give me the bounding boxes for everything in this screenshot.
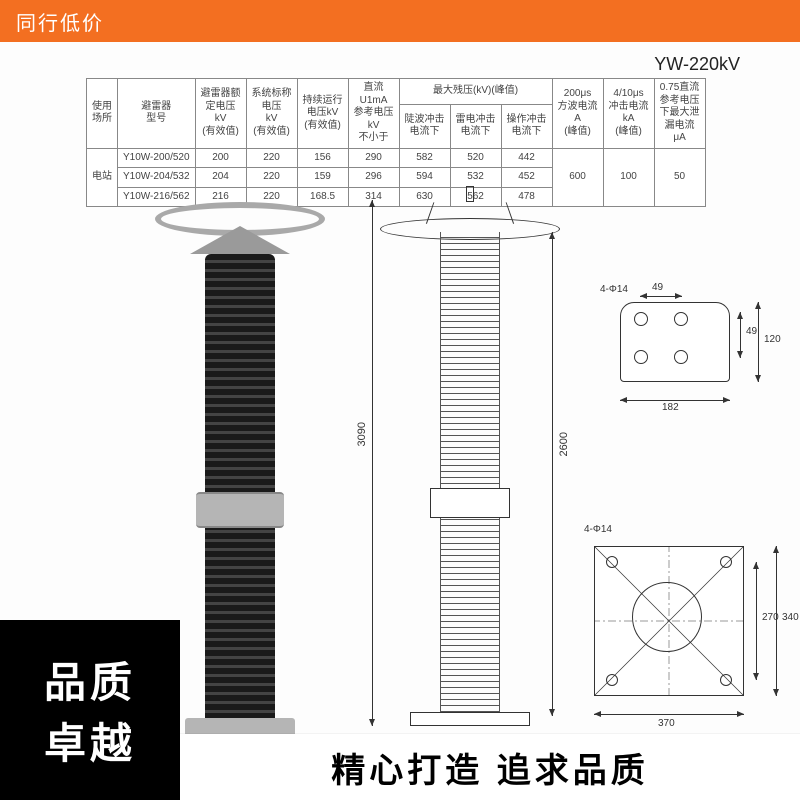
cell: 442: [501, 148, 552, 168]
cell: 532: [450, 168, 501, 188]
col-header: 最大残压(kV)(峰值): [399, 79, 552, 105]
banner-text: 同行低价: [16, 7, 104, 36]
table-row: 电站Y10W-200/52020022015629058252044260010…: [87, 148, 706, 168]
cell: 452: [501, 168, 552, 188]
col-header: 系统标称电压kV(有效值): [246, 79, 297, 149]
dim-top-height: 120: [764, 334, 781, 345]
model-label: YW-220kV: [654, 54, 740, 75]
cell: 220: [246, 168, 297, 188]
sub-col-header: 陡波冲击电流下: [399, 105, 450, 148]
col-header: 避雷器型号: [118, 79, 196, 149]
sub-col-header: 雷电冲击电流下: [450, 105, 501, 148]
quality-overlay: 品质 卓越: [0, 620, 180, 800]
quality-line1: 品质: [44, 649, 136, 710]
top-banner: 同行低价: [0, 0, 800, 42]
shed-stack: [205, 254, 275, 724]
dim-insulator-label: 2600: [558, 432, 570, 456]
cell: 296: [348, 168, 399, 188]
dim-base-plate: 340: [782, 612, 799, 623]
quality-line2: 卓越: [44, 710, 136, 771]
dim-top-width: 182: [662, 402, 679, 413]
dim-insulator: [552, 232, 553, 716]
cell: 156: [297, 148, 348, 168]
cell: 582: [399, 148, 450, 168]
dim-base-outer: 370: [658, 718, 675, 729]
spec-table: 使用场所避雷器型号避雷器额定电压kV(有效值)系统标称电压kV(有效值)持续运行…: [86, 78, 706, 207]
dim-top-pitch-h: 49: [652, 282, 663, 293]
cell: Y10W-204/532: [118, 168, 196, 188]
drawing-top: [380, 200, 560, 234]
cell: 159: [297, 168, 348, 188]
cell: Y10W-200/520: [118, 148, 196, 168]
base-cross-icon: [594, 546, 744, 696]
dim-top-pitch-v: 49: [746, 326, 757, 337]
hole-note-base: 4-Φ14: [584, 524, 612, 535]
drawing-body: [440, 232, 500, 716]
technical-drawing: 3090 2600: [400, 192, 610, 752]
cell: 520: [450, 148, 501, 168]
cell: 204: [195, 168, 246, 188]
cell: 200: [195, 148, 246, 168]
top-cap: [190, 226, 290, 254]
col-header: 使用场所: [87, 79, 118, 149]
dim-overall: [372, 200, 373, 726]
col-header: 0.75直流参考电压下最大泄漏电流μA: [654, 79, 705, 149]
mid-flange: [196, 492, 284, 528]
col-header: 避雷器额定电压kV(有效值): [195, 79, 246, 149]
col-header: 持续运行电压kV(有效值): [297, 79, 348, 149]
col-header: 4/10μs冲击电流kA(峰值): [603, 79, 654, 149]
drawing-mid-flange: [430, 488, 510, 518]
cell: 594: [399, 168, 450, 188]
top-terminal-detail: 4-Φ14 182 49 120 49: [600, 282, 770, 432]
bottom-strap: 精心打造 追求品质: [180, 734, 800, 800]
strap-text: 精心打造 追求品质: [331, 743, 648, 792]
cell: 290: [348, 148, 399, 168]
base-plate-detail: 4-Φ14 270 340 370: [580, 522, 790, 742]
col-header: 200μs方波电流A(峰值): [552, 79, 603, 149]
col-header: 直流U1mA参考电压kV不小于: [348, 79, 399, 149]
drawing-base-flange: [410, 712, 530, 726]
cell: 220: [246, 148, 297, 168]
sub-col-header: 操作冲击电流下: [501, 105, 552, 148]
dim-overall-label: 3090: [356, 422, 368, 446]
hole-note-top: 4-Φ14: [600, 284, 628, 295]
